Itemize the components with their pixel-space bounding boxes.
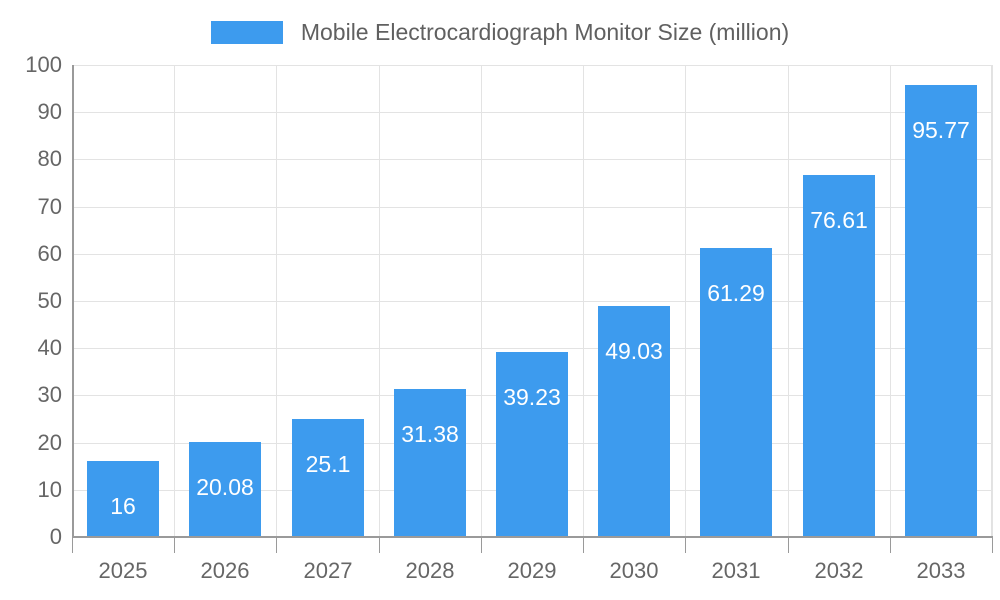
gridline-vertical xyxy=(992,65,993,537)
x-axis-tick-label: 2028 xyxy=(405,558,455,583)
y-axis-tick-label: 50 xyxy=(37,288,62,313)
gridline-horizontal xyxy=(72,348,992,349)
x-axis-tick-label: 2027 xyxy=(303,558,353,583)
bar-value-label: 20.08 xyxy=(196,474,254,500)
bar[interactable] xyxy=(803,175,875,537)
gridline-vertical xyxy=(890,65,891,537)
bar[interactable] xyxy=(598,306,670,537)
bar-value-label: 95.77 xyxy=(912,117,970,143)
gridline-horizontal xyxy=(72,112,992,113)
x-axis-tick-label: 2026 xyxy=(200,558,250,583)
x-axis-tick-label: 2031 xyxy=(711,558,761,583)
x-axis-tick-label: 2030 xyxy=(609,558,659,583)
bar-value-label: 61.29 xyxy=(707,280,765,306)
x-axis-tick-mark xyxy=(481,538,482,553)
bar-value-label: 25.1 xyxy=(305,451,351,477)
y-axis-tick-label: 60 xyxy=(37,241,62,266)
x-axis-tick-mark xyxy=(788,538,789,553)
y-axis-line xyxy=(72,65,74,538)
bar[interactable] xyxy=(394,389,466,537)
bar-value-label: 31.38 xyxy=(401,421,459,447)
gridline-vertical xyxy=(174,65,175,537)
x-axis-tick-label: 2029 xyxy=(507,558,557,583)
y-axis-tick-label: 80 xyxy=(37,146,62,171)
bar-value-label: 16 xyxy=(110,493,136,519)
gridline-vertical xyxy=(788,65,789,537)
legend-label[interactable]: Mobile Electrocardiograph Monitor Size (… xyxy=(300,18,790,45)
bar-value-label: 49.03 xyxy=(605,338,663,364)
gridline-horizontal xyxy=(72,65,992,66)
gridline-vertical xyxy=(379,65,380,537)
gridline-vertical xyxy=(685,65,686,537)
gridline-vertical xyxy=(583,65,584,537)
x-axis-tick-mark xyxy=(276,538,277,553)
bar[interactable] xyxy=(292,419,364,537)
bar[interactable] xyxy=(189,442,261,537)
bar[interactable] xyxy=(496,352,568,537)
x-axis-tick-label: 2032 xyxy=(814,558,864,583)
y-axis-tick-label: 70 xyxy=(37,194,62,219)
x-axis-tick-mark xyxy=(174,538,175,553)
bar[interactable] xyxy=(905,85,977,537)
y-axis-tick-label: 90 xyxy=(37,99,62,124)
legend-color-swatch[interactable] xyxy=(210,20,283,44)
x-axis-tick-mark xyxy=(72,538,73,553)
gridline-vertical xyxy=(481,65,482,537)
gridline-horizontal xyxy=(72,254,992,255)
gridline-horizontal xyxy=(72,301,992,302)
gridline-vertical xyxy=(276,65,277,537)
y-axis-tick-label: 30 xyxy=(37,382,62,407)
y-axis-tick-label: 40 xyxy=(37,335,62,360)
y-axis-tick-label: 10 xyxy=(37,477,62,502)
bar-value-label: 76.61 xyxy=(810,207,868,233)
chart-legend: Mobile Electrocardiograph Monitor Size (… xyxy=(0,14,1000,50)
bar-value-label: 39.23 xyxy=(503,384,561,410)
x-axis-tick-label: 2033 xyxy=(916,558,966,583)
x-axis-tick-mark xyxy=(992,538,993,553)
y-axis-tick-label: 20 xyxy=(37,430,62,455)
x-axis-tick-mark xyxy=(890,538,891,553)
bar[interactable] xyxy=(700,248,772,537)
x-axis-tick-mark xyxy=(685,538,686,553)
x-axis-line xyxy=(72,536,993,538)
gridline-horizontal xyxy=(72,207,992,208)
y-axis-tick-label: 100 xyxy=(25,52,62,77)
y-axis-tick-labels: 0 10 20 30 40 50 60 70 80 90 100 xyxy=(0,0,62,600)
x-axis-tick-label: 2025 xyxy=(98,558,148,583)
plot-area: 16 20.08 25.1 31.38 39.23 49.03 61.29 76.61 95.7… xyxy=(72,65,993,538)
gridline-horizontal xyxy=(72,159,992,160)
y-axis-tick-label: 0 xyxy=(49,524,62,549)
x-axis-tick-mark xyxy=(583,538,584,553)
x-axis-tick-mark xyxy=(379,538,380,553)
bar[interactable] xyxy=(87,461,159,537)
